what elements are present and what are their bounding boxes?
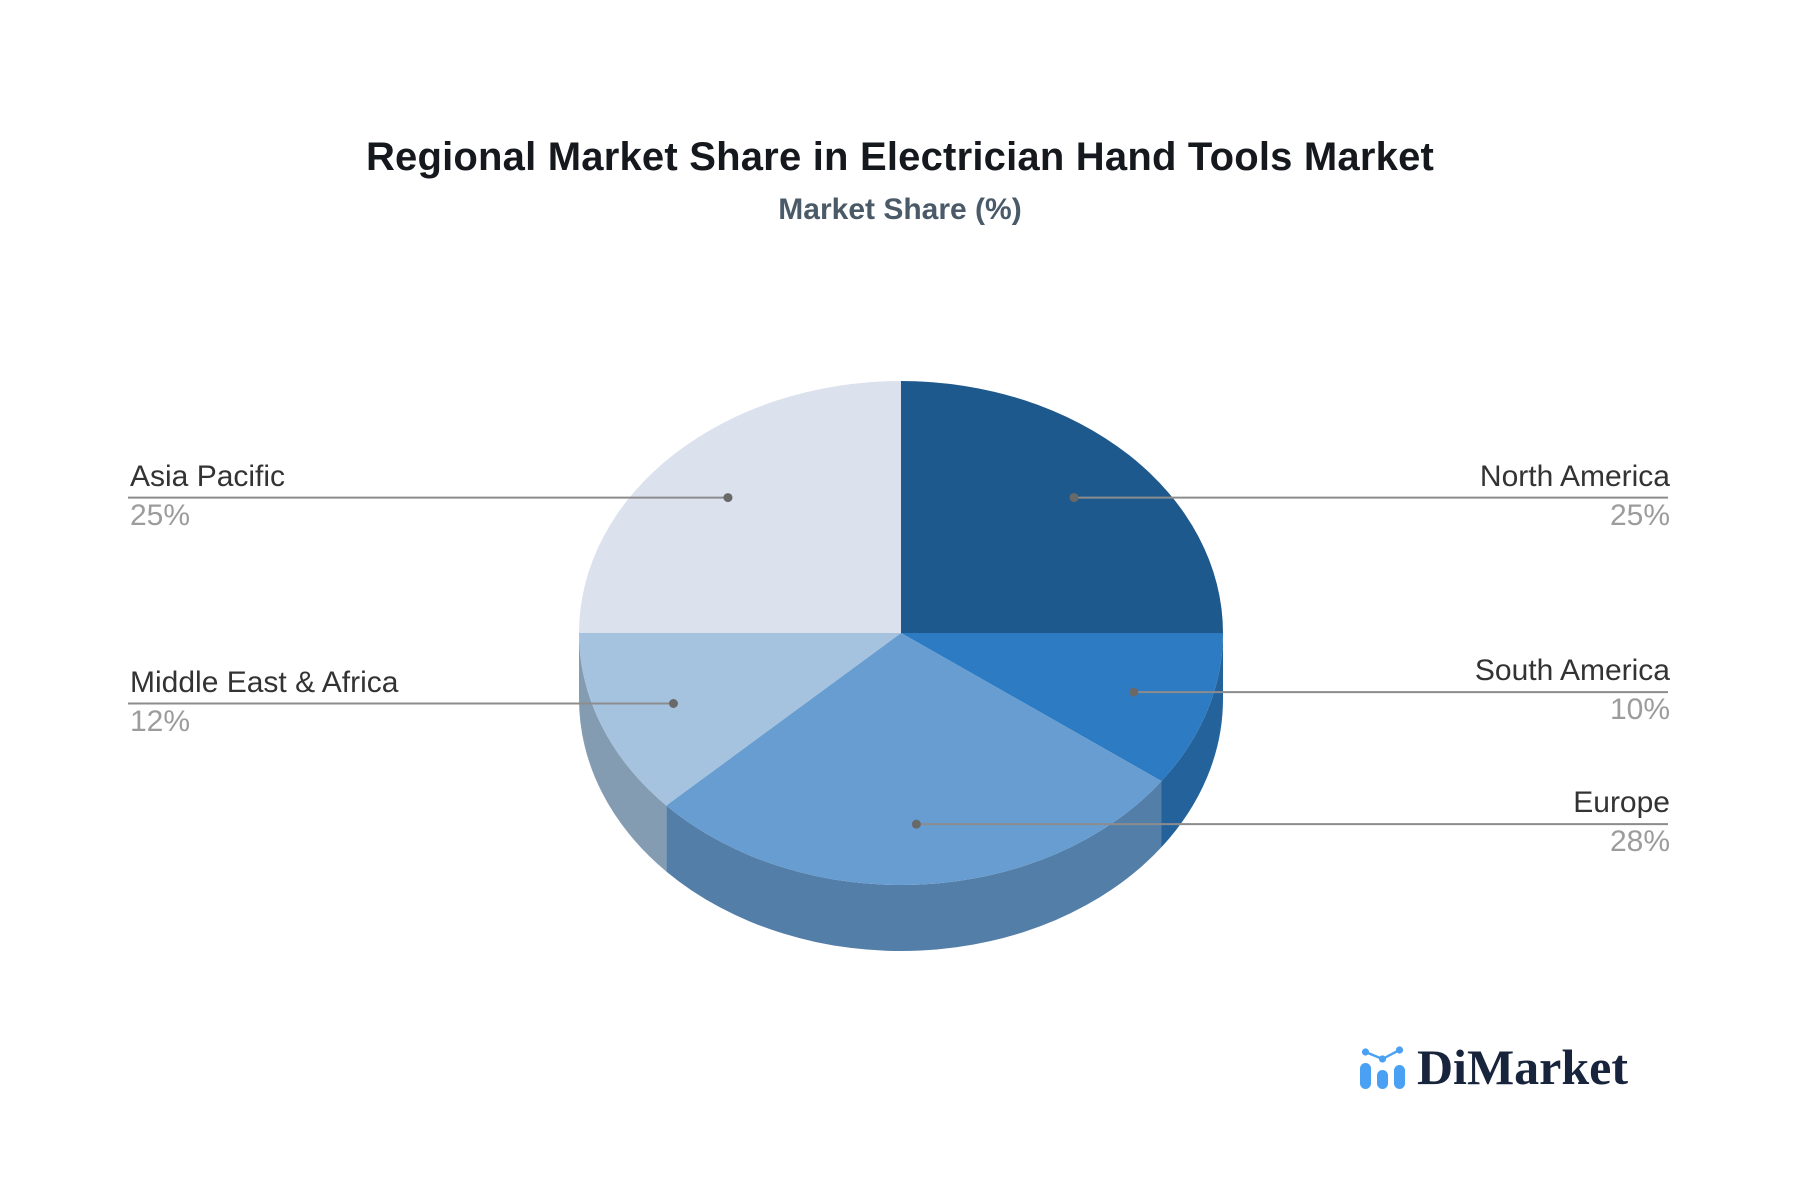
leader-dot-asia-pacific: [723, 493, 733, 503]
leader-dot-europe: [911, 819, 921, 829]
slice-name: Middle East & Africa: [130, 665, 399, 699]
slice-percent: 12%: [130, 704, 191, 738]
leader-lines: [128, 493, 1668, 829]
label-south-america: South America 10%: [1475, 653, 1670, 728]
chart-title: Regional Market Share in Electrician Han…: [365, 135, 1435, 179]
brand-name: DiMarket: [1416, 1039, 1628, 1095]
bar-line-chart-icon: [1359, 1046, 1405, 1089]
slice-percent: 25%: [130, 498, 191, 532]
leader-dot-south-america: [1129, 687, 1139, 697]
pie-slice-side-south-america: [1161, 633, 1223, 848]
slice-name: Asia Pacific: [130, 459, 286, 493]
leader-dot-north-america: [1069, 493, 1079, 503]
pie-slice-middle-east-africa[interactable]: [579, 633, 901, 806]
slice-percent: 25%: [1609, 498, 1670, 532]
brand-logo: DiMarket: [1359, 1042, 1628, 1092]
pie-slice-asia-pacific[interactable]: [579, 381, 901, 633]
slice-name: North America: [1479, 459, 1670, 493]
slice-percent: 28%: [1609, 825, 1670, 859]
pie-slice-north-america[interactable]: [901, 381, 1223, 633]
pie-slice-side-middle-east-africa: [579, 633, 667, 872]
slice-name: Europe: [1573, 786, 1670, 820]
pie-slice-side-europe: [666, 781, 1162, 952]
slice-percent: 10%: [1609, 693, 1670, 727]
slice-name: South America: [1474, 654, 1670, 688]
pie-slice-south-america[interactable]: [901, 633, 1223, 782]
label-north-america: North America 25%: [1480, 459, 1670, 534]
chart-subtitle: Market Share (%): [778, 193, 1022, 226]
pie-slice-europe[interactable]: [666, 633, 1162, 885]
label-middle-east-africa: Middle East & Africa 12%: [130, 665, 398, 740]
label-europe: Europe 28%: [1573, 785, 1670, 860]
leader-dot-middle-east-africa: [668, 699, 678, 709]
pie-slices: [579, 381, 1223, 885]
label-asia-pacific: Asia Pacific 25%: [130, 459, 285, 534]
pie-3d-sides: [579, 633, 1223, 952]
